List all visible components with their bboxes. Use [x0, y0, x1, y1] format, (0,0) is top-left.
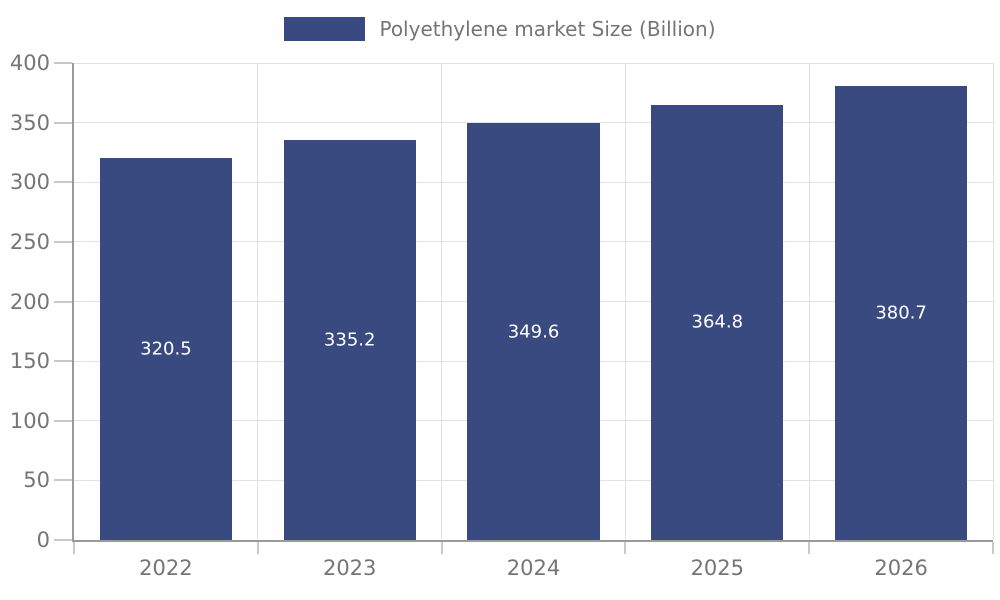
y-axis-tick — [54, 479, 72, 482]
y-axis-tick — [54, 419, 72, 422]
bar-value-label: 335.2 — [323, 329, 376, 351]
x-axis-label: 2026 — [874, 556, 928, 580]
v-gridline — [808, 63, 810, 540]
v-gridline — [624, 63, 626, 540]
bar[interactable] — [467, 123, 600, 540]
y-axis-label: 50 — [23, 468, 50, 493]
bar-value-label: 380.7 — [875, 302, 927, 324]
y-axis-label: 350 — [9, 110, 50, 135]
bottom-spine — [72, 540, 993, 542]
y-axis-label: 0 — [36, 528, 50, 552]
y-axis-label: 200 — [9, 289, 50, 314]
y-axis-label: 100 — [9, 408, 50, 433]
x-axis-label: 2022 — [139, 556, 193, 580]
y-axis-tick — [54, 121, 72, 124]
x-axis-tick — [256, 542, 259, 554]
x-axis-label: 2025 — [690, 556, 745, 580]
y-axis-label: 300 — [9, 170, 50, 195]
y-axis-tick — [54, 539, 72, 541]
bar[interactable] — [834, 86, 968, 540]
x-axis-tick — [624, 542, 627, 554]
bar-value-label: 320.5 — [140, 338, 192, 360]
y-axis-label: 250 — [9, 229, 50, 254]
y-axis-label: 150 — [9, 349, 50, 374]
y-axis-label: 400 — [9, 51, 50, 75]
x-axis-tick — [440, 542, 443, 554]
y-axis-tick — [54, 181, 72, 184]
bar[interactable] — [99, 157, 233, 540]
x-axis-tick — [992, 542, 994, 554]
bar-value-label: 364.8 — [691, 311, 744, 333]
bar[interactable] — [651, 104, 784, 540]
x-axis-tick — [73, 542, 75, 554]
bar[interactable] — [283, 140, 416, 540]
y-axis-tick — [54, 360, 72, 363]
h-gridline — [74, 122, 993, 124]
v-gridline — [257, 63, 259, 540]
v-gridline — [441, 63, 443, 540]
x-axis-label: 2023 — [322, 556, 377, 580]
x-axis-label: 2024 — [506, 556, 561, 580]
legend-swatch — [284, 17, 366, 41]
v-gridline — [992, 63, 994, 540]
x-axis-tick — [808, 542, 811, 554]
h-gridline — [74, 62, 993, 64]
y-axis-tick — [54, 300, 72, 303]
legend-label: Polyethylene market Size (Billion) — [379, 17, 716, 41]
y-axis-tick — [54, 62, 72, 64]
y-axis-tick — [54, 240, 72, 243]
legend[interactable]: Polyethylene market Size (Billion) — [0, 17, 1000, 41]
plot-area: 0 50 100 150 200 250 300 350 400 320.5 2022 335.2 20… — [10, 51, 994, 580]
bar-value-label: 349.6 — [507, 321, 560, 343]
left-spine — [72, 63, 74, 540]
